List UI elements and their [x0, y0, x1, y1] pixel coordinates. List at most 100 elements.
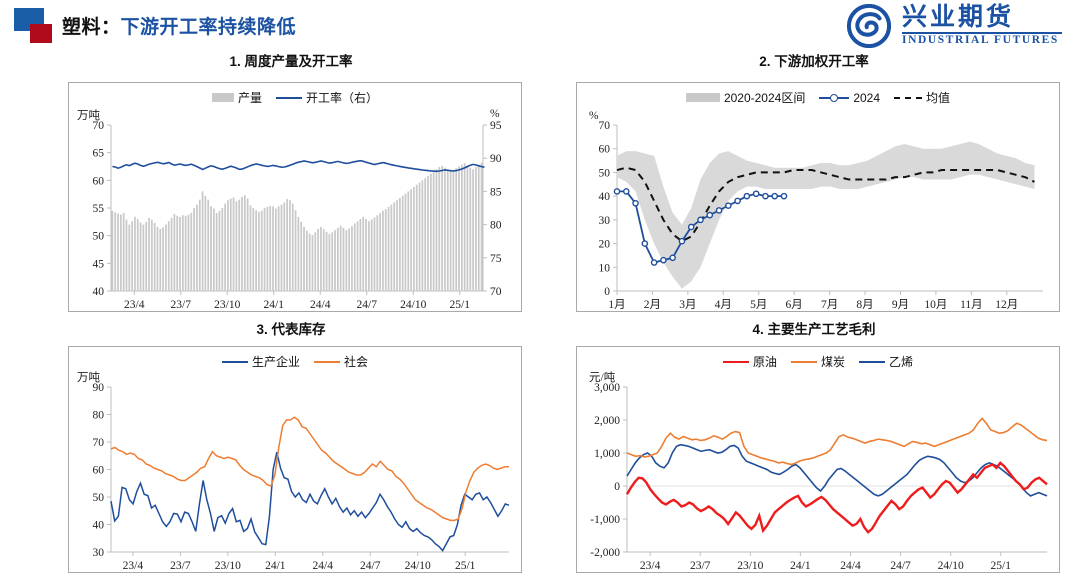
svg-text:24/4: 24/4	[310, 299, 331, 311]
svg-text:25/1: 25/1	[455, 560, 476, 572]
svg-text:6月: 6月	[786, 299, 803, 311]
chart-title-3: 3. 代表库存	[256, 322, 326, 337]
svg-text:60: 60	[93, 175, 105, 187]
svg-text:万吨: 万吨	[77, 371, 100, 384]
svg-text:0: 0	[614, 481, 620, 493]
legend-item-ethylene: 乙烯	[859, 353, 913, 370]
chart-plot-area-1: 产量 开工率（右） 万吨 40 45 50 55 60 65 70 70 75 80 85 90 95% 2…	[68, 82, 522, 312]
svg-text:23/10: 23/10	[215, 560, 241, 572]
svg-text:23/10: 23/10	[214, 299, 240, 311]
svg-text:2月: 2月	[644, 299, 661, 311]
legend-swatch-line-icon	[859, 360, 885, 363]
swirl-logo-icon	[846, 4, 892, 48]
svg-text:30: 30	[599, 215, 611, 227]
svg-text:3月: 3月	[679, 299, 696, 311]
svg-text:50: 50	[93, 231, 105, 243]
svg-text:%: %	[490, 108, 500, 120]
chart-title-1: 1. 周度产量及开工率	[229, 54, 353, 69]
legend-item-production: 产量	[211, 89, 262, 106]
legend-label: 生产企业	[251, 355, 300, 369]
svg-text:%: %	[589, 110, 599, 122]
chart-svg-2: % 0 10 20 30 40 50 60 70 1月 2月 3月 4月 5月 6月 7月 8月 9月 10月 11月…	[589, 110, 1043, 311]
svg-text:10月: 10月	[924, 299, 947, 311]
svg-text:1,000: 1,000	[594, 448, 620, 460]
legend-item-mean: 均值	[894, 89, 950, 106]
legend-label: 2020-2024区间	[723, 91, 806, 105]
chart-plot-area-3: 生产企业 社会 万吨 30 40 50 60 70 80 90 23/4 23/7 23/10 24/…	[68, 346, 522, 573]
svg-text:70: 70	[490, 286, 502, 298]
svg-text:50: 50	[599, 167, 611, 179]
svg-text:40: 40	[93, 520, 105, 532]
svg-text:90: 90	[490, 153, 502, 165]
svg-text:2,000: 2,000	[594, 415, 620, 427]
svg-text:23/4: 23/4	[124, 299, 145, 311]
chart-svg-4: 元/吨 -2,000 -1,000 0 1,000 2,000 3,000 23/4 23/7 2…	[589, 371, 1048, 572]
svg-text:4月: 4月	[715, 299, 732, 311]
legend-swatch-line-icon	[722, 360, 749, 363]
svg-text:8月: 8月	[856, 299, 873, 311]
chart-plot-area-2: 2020-2024区间 2024 均值 % 0 10 20 30 40 50 60 70 1月 2月…	[576, 82, 1060, 312]
brand-logo: 兴业期货 INDUSTRIAL FUTURES	[846, 2, 1068, 50]
svg-text:3,000: 3,000	[594, 382, 620, 394]
chart-svg-3: 万吨 30 40 50 60 70 80 90 23/4 23/7 23/10 24/1 24/4 24/…	[77, 371, 510, 572]
svg-text:24/10: 24/10	[938, 560, 964, 572]
svg-text:75: 75	[490, 253, 502, 265]
chart-legend-2: 2020-2024区间 2024 均值	[577, 89, 1059, 106]
svg-text:65: 65	[93, 148, 105, 160]
page-title-prefix: 塑料：	[62, 17, 121, 38]
svg-text:元/吨: 元/吨	[589, 371, 616, 384]
page-title: 塑料：下游开工率持续降低	[62, 12, 296, 39]
svg-text:5月: 5月	[750, 299, 767, 311]
svg-text:24/10: 24/10	[400, 299, 426, 311]
svg-text:23/10: 23/10	[737, 560, 763, 572]
svg-text:24/7: 24/7	[360, 560, 381, 572]
svg-text:90: 90	[93, 382, 105, 394]
svg-text:40: 40	[93, 286, 105, 298]
legend-label: 煤炭	[820, 355, 845, 369]
svg-text:0: 0	[604, 286, 610, 298]
svg-text:12月: 12月	[995, 299, 1018, 311]
svg-text:40: 40	[599, 191, 611, 203]
svg-text:45: 45	[93, 258, 105, 270]
svg-text:95: 95	[490, 120, 502, 132]
svg-text:24/4: 24/4	[313, 560, 334, 572]
svg-text:24/1: 24/1	[264, 299, 285, 311]
legend-swatch-line-marker-icon	[819, 93, 850, 103]
legend-label: 均值	[926, 91, 951, 105]
legend-label: 原油	[752, 355, 777, 369]
legend-item-social: 社会	[314, 353, 368, 370]
svg-text:24/1: 24/1	[790, 560, 811, 572]
svg-text:23/4: 23/4	[640, 560, 661, 572]
chart-legend-3: 生产企业 社会	[69, 353, 521, 370]
svg-text:10: 10	[599, 262, 611, 274]
chart-panel-2: 2. 下游加权开工率 2020-2024区间 2024 均值 % 0 10 20 30 4…	[568, 50, 1060, 312]
legend-item-range: 2020-2024区间	[685, 89, 806, 106]
legend-label: 乙烯	[889, 355, 914, 369]
svg-text:-2,000: -2,000	[590, 547, 620, 559]
svg-text:9月: 9月	[892, 299, 909, 311]
legend-swatch-line-icon	[276, 96, 302, 99]
svg-text:80: 80	[490, 220, 502, 232]
svg-text:7月: 7月	[821, 299, 838, 311]
svg-text:85: 85	[490, 186, 502, 198]
page-header: 塑料：下游开工率持续降低 兴业期货 INDUSTRIAL FUTURES	[0, 0, 1080, 52]
chart-title-4: 4. 主要生产工艺毛利	[752, 322, 876, 337]
svg-text:20: 20	[599, 239, 611, 251]
svg-text:70: 70	[93, 120, 105, 132]
legend-label: 产量	[237, 91, 262, 105]
svg-text:70: 70	[599, 120, 611, 132]
svg-text:23/7: 23/7	[690, 560, 711, 572]
chart-svg-1: 万吨 40 45 50 55 60 65 70 70 75 80 85 90 95% 23/4 23/7 23/…	[77, 108, 502, 311]
legend-label: 开工率（右）	[306, 91, 379, 105]
svg-text:60: 60	[93, 465, 105, 477]
svg-text:-1,000: -1,000	[590, 514, 620, 526]
legend-item-producer: 生产企业	[221, 353, 300, 370]
legend-swatch-line-icon	[221, 360, 248, 363]
chart-legend-1: 产量 开工率（右）	[69, 89, 521, 106]
brand-underline	[902, 32, 1062, 34]
legend-swatch-dash-icon	[894, 96, 923, 99]
svg-text:50: 50	[93, 492, 105, 504]
svg-text:23/7: 23/7	[170, 560, 191, 572]
svg-text:24/1: 24/1	[265, 560, 286, 572]
svg-text:1月: 1月	[608, 299, 625, 311]
